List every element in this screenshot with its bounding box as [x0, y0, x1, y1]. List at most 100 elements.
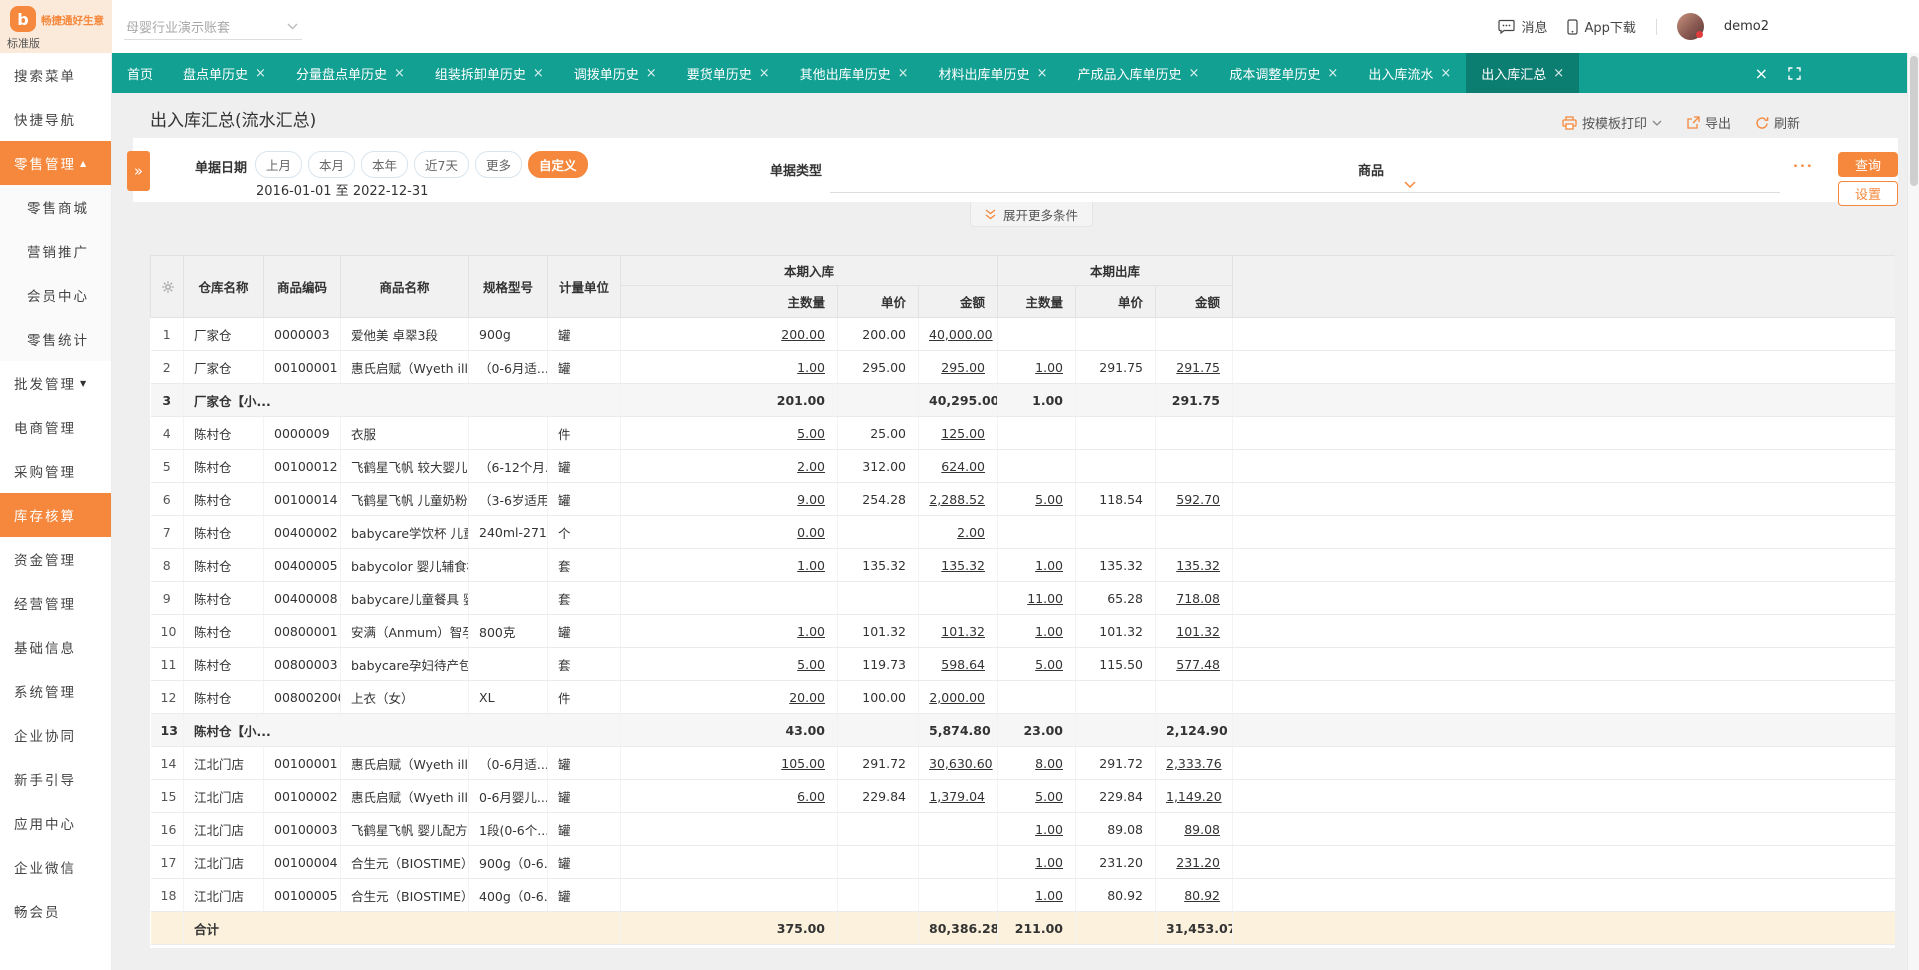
- tab-close-icon[interactable]: ×: [532, 65, 544, 81]
- tab[interactable]: 调拨单历史 ×: [559, 53, 672, 93]
- cell-in-amount[interactable]: 40,000.00: [918, 317, 998, 351]
- doc-type-input[interactable]: [830, 169, 1418, 193]
- date-pill[interactable]: 近7天: [414, 151, 469, 178]
- tab-close-icon[interactable]: ×: [1188, 65, 1200, 81]
- settings-button[interactable]: 设置: [1838, 181, 1898, 206]
- app-download-button[interactable]: App下载: [1567, 17, 1636, 36]
- cell-in-qty[interactable]: 5.00: [620, 647, 838, 681]
- collapse-filter-button[interactable]: »: [127, 151, 150, 191]
- cell-in-qty[interactable]: 2.00: [620, 449, 838, 483]
- cell-out-amount[interactable]: 577.48: [1155, 647, 1233, 681]
- cell-in-qty[interactable]: 1.00: [620, 548, 838, 582]
- vertical-scrollbar[interactable]: [1907, 53, 1919, 970]
- cell-in-qty[interactable]: 5.00: [620, 416, 838, 450]
- cell-out-qty[interactable]: 5.00: [997, 482, 1076, 516]
- date-pill[interactable]: 本月: [308, 151, 356, 178]
- cell-in-amount[interactable]: 2.00: [918, 515, 998, 549]
- date-pill-custom[interactable]: 自定义: [528, 151, 588, 178]
- cell-in-qty[interactable]: 200.00: [620, 317, 838, 351]
- tab-close-icon[interactable]: ×: [645, 65, 657, 81]
- cell-out-qty[interactable]: 8.00: [997, 746, 1076, 780]
- tab-close-icon[interactable]: ×: [1440, 65, 1452, 81]
- sidebar-item[interactable]: 企业协同: [0, 713, 111, 757]
- account-selector[interactable]: 母婴行业演示账套: [124, 14, 302, 40]
- product-more-button[interactable]: ...: [1793, 156, 1814, 171]
- sidebar-item[interactable]: 基础信息: [0, 625, 111, 669]
- cell-in-qty[interactable]: 20.00: [620, 680, 838, 714]
- tab-close-icon[interactable]: ×: [255, 65, 266, 81]
- cell-out-qty[interactable]: 1.00: [997, 878, 1076, 912]
- tab[interactable]: 出入库流水 ×: [1353, 53, 1466, 93]
- sidebar-item[interactable]: 企业微信: [0, 845, 111, 889]
- tab-close-icon[interactable]: ×: [1553, 65, 1565, 81]
- sidebar-item[interactable]: 经营管理: [0, 581, 111, 625]
- tab[interactable]: 成本调整单历史 ×: [1214, 53, 1353, 93]
- print-by-template-button[interactable]: 按模板打印: [1562, 113, 1662, 132]
- sidebar-item[interactable]: 新手引导: [0, 757, 111, 801]
- cell-out-amount[interactable]: 231.20: [1155, 845, 1233, 879]
- sidebar-item[interactable]: 电商管理: [0, 405, 111, 449]
- sidebar-item[interactable]: 批发管理 ▼: [0, 361, 111, 405]
- expand-more-button[interactable]: 展开更多条件: [970, 202, 1094, 227]
- tab[interactable]: 要货单历史 ×: [672, 53, 785, 93]
- tab[interactable]: 首页: [112, 53, 168, 93]
- sidebar-item[interactable]: 营销推广: [0, 229, 111, 273]
- cell-out-amount[interactable]: 89.08: [1155, 812, 1233, 846]
- refresh-button[interactable]: 刷新: [1755, 113, 1800, 132]
- date-pill[interactable]: 本年: [361, 151, 409, 178]
- tab[interactable]: 材料出库单历史 ×: [924, 53, 1063, 93]
- sidebar-item[interactable]: 采购管理: [0, 449, 111, 493]
- cell-in-qty[interactable]: 105.00: [620, 746, 838, 780]
- sidebar-item[interactable]: 搜索菜单: [0, 53, 111, 97]
- cell-in-amount[interactable]: 1,379.04: [918, 779, 998, 813]
- tab[interactable]: 分量盘点单历史 ×: [281, 53, 420, 93]
- tab[interactable]: 其他出库单历史 ×: [785, 53, 924, 93]
- sidebar-item[interactable]: 库存核算: [0, 493, 111, 537]
- cell-in-amount[interactable]: 295.00: [918, 350, 998, 384]
- cell-in-amount[interactable]: 135.32: [918, 548, 998, 582]
- cell-out-amount[interactable]: 718.08: [1155, 581, 1233, 615]
- cell-in-qty[interactable]: 6.00: [620, 779, 838, 813]
- tab[interactable]: 盘点单历史 ×: [168, 53, 281, 93]
- sidebar-item[interactable]: 畅会员: [0, 889, 111, 933]
- cell-in-qty[interactable]: 0.00: [620, 515, 838, 549]
- export-button[interactable]: 导出: [1686, 113, 1731, 132]
- tab-close-icon[interactable]: ×: [1327, 65, 1339, 81]
- sidebar-item[interactable]: 会员中心: [0, 273, 111, 317]
- sidebar-item[interactable]: 快捷导航: [0, 97, 111, 141]
- cell-out-amount[interactable]: 2,333.76: [1155, 746, 1233, 780]
- cell-in-amount[interactable]: 2,000.00: [918, 680, 998, 714]
- fullscreen-icon[interactable]: [1788, 66, 1801, 80]
- cell-in-qty[interactable]: 1.00: [620, 614, 838, 648]
- scrollbar-thumb[interactable]: [1909, 56, 1918, 186]
- cell-out-qty[interactable]: 1.00: [997, 350, 1076, 384]
- date-pill[interactable]: 上月: [255, 151, 303, 178]
- cell-in-amount[interactable]: 624.00: [918, 449, 998, 483]
- messages-button[interactable]: 消息: [1498, 17, 1547, 36]
- tab-close-icon[interactable]: ×: [1036, 65, 1048, 81]
- sidebar-item[interactable]: 零售商城: [0, 185, 111, 229]
- avatar[interactable]: [1676, 13, 1704, 40]
- cell-out-amount[interactable]: 592.70: [1155, 482, 1233, 516]
- cell-out-amount[interactable]: 80.92: [1155, 878, 1233, 912]
- cell-out-amount[interactable]: 101.32: [1155, 614, 1233, 648]
- sidebar-item[interactable]: 系统管理: [0, 669, 111, 713]
- cell-out-qty[interactable]: 5.00: [997, 647, 1076, 681]
- column-settings-gear-icon[interactable]: [150, 255, 184, 318]
- date-pill[interactable]: 更多: [475, 151, 523, 178]
- cell-out-qty[interactable]: 1.00: [997, 614, 1076, 648]
- tab-close-icon[interactable]: ×: [393, 65, 405, 81]
- close-all-tabs-icon[interactable]: ×: [1754, 63, 1768, 83]
- cell-in-amount[interactable]: 30,630.60: [918, 746, 998, 780]
- sidebar-item[interactable]: 资金管理: [0, 537, 111, 581]
- sidebar-item[interactable]: 零售管理 ▲: [0, 141, 111, 185]
- cell-out-amount[interactable]: 1,149.20: [1155, 779, 1233, 813]
- cell-out-qty[interactable]: 1.00: [997, 812, 1076, 846]
- cell-out-amount[interactable]: 135.32: [1155, 548, 1233, 582]
- sidebar-item[interactable]: 零售统计: [0, 317, 111, 361]
- cell-out-qty[interactable]: 1.00: [997, 548, 1076, 582]
- cell-in-qty[interactable]: 1.00: [620, 350, 838, 384]
- cell-in-amount[interactable]: 101.32: [918, 614, 998, 648]
- query-button[interactable]: 查询: [1838, 152, 1898, 177]
- tab[interactable]: 组装拆卸单历史 ×: [420, 53, 559, 93]
